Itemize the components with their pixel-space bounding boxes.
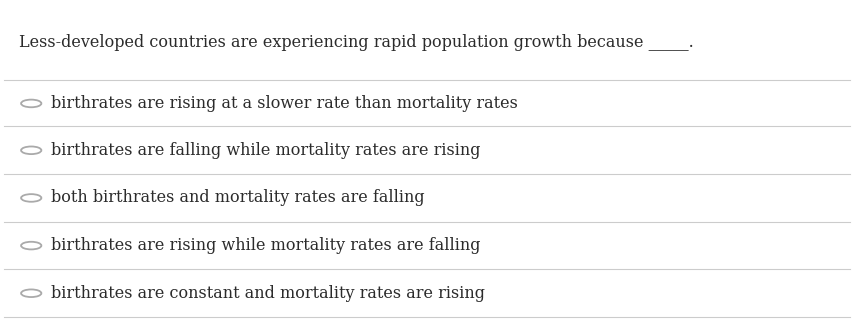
Text: Less-developed countries are experiencing rapid population growth because _____.: Less-developed countries are experiencin…	[19, 34, 694, 51]
Text: birthrates are constant and mortality rates are rising: birthrates are constant and mortality ra…	[50, 285, 484, 302]
Text: birthrates are falling while mortality rates are rising: birthrates are falling while mortality r…	[50, 142, 480, 159]
Text: both birthrates and mortality rates are falling: both birthrates and mortality rates are …	[50, 189, 424, 206]
Text: birthrates are rising while mortality rates are falling: birthrates are rising while mortality ra…	[50, 237, 480, 254]
Text: birthrates are rising at a slower rate than mortality rates: birthrates are rising at a slower rate t…	[50, 95, 517, 112]
